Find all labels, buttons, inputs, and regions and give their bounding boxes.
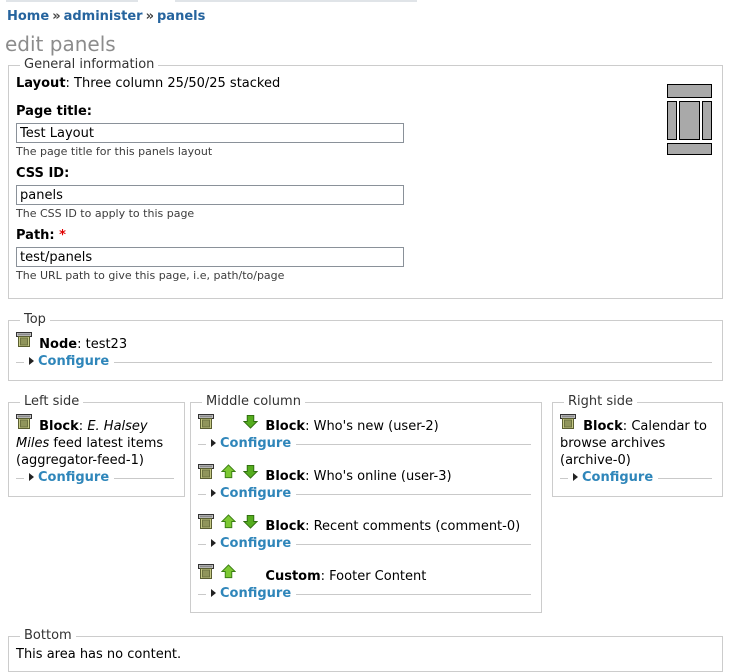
empty-area-text: This area has no content.: [16, 647, 182, 662]
cut-off-text-remnant: [6, 0, 138, 2]
move-up-icon[interactable]: [220, 464, 237, 484]
content-type-label: Custom: [265, 569, 321, 584]
configure-link[interactable]: Configure: [206, 586, 297, 602]
content-title: Calendar to browse archives (archive-0): [560, 419, 707, 468]
middle-column-legend: Middle column: [206, 394, 301, 409]
move-down-icon[interactable]: [243, 514, 259, 534]
css-id-label: CSS ID:: [16, 166, 70, 181]
trash-icon[interactable]: [198, 464, 214, 484]
move-up-icon[interactable]: [220, 564, 237, 584]
configure-collapsed-fieldset: Configure: [16, 354, 714, 370]
collapse-arrow-icon: [211, 439, 216, 447]
move-up-icon[interactable]: [220, 514, 237, 534]
configure-link[interactable]: Configure: [24, 354, 115, 370]
cut-off-text-remnant: [175, 0, 417, 2]
configure-collapsed-fieldset: Configure: [198, 586, 533, 602]
content-type-label: Block: [265, 419, 306, 434]
breadcrumb-link-home[interactable]: Home: [7, 9, 50, 24]
content-item-block: Block: Who's new (user-2) Configure: [198, 414, 533, 452]
collapse-arrow-icon: [29, 357, 34, 365]
content-type-label: Block: [265, 519, 306, 534]
content-type-label: Node: [39, 337, 78, 352]
trash-icon[interactable]: [198, 564, 214, 584]
path-description: The URL path to give this page, i.e, pat…: [16, 269, 285, 282]
trash-icon[interactable]: [198, 414, 214, 434]
left-side-legend: Left side: [24, 394, 80, 409]
content-item-block: Block: E. Halsey Miles feed latest items…: [16, 414, 176, 486]
right-side-legend: Right side: [568, 394, 633, 409]
content-title-emphasis: E. Halsey Miles: [16, 419, 148, 451]
column-areas-row: Left side Block: E. Halsey Miles feed la…: [8, 395, 723, 613]
configure-collapsed-fieldset: Configure: [198, 536, 533, 552]
page-title: edit panels: [5, 32, 116, 56]
page-title-label: Page title:: [16, 104, 92, 119]
collapse-arrow-icon: [211, 589, 216, 597]
trash-icon[interactable]: [560, 414, 576, 434]
breadcrumb-link-administer[interactable]: administer: [63, 9, 143, 24]
breadcrumb: Home» administer» panels: [0, 0, 731, 24]
configure-collapsed-fieldset: Configure: [16, 470, 176, 486]
breadcrumb-link-panels[interactable]: panels: [156, 9, 206, 24]
page-title-description: The page title for this panels layout: [16, 145, 213, 158]
collapse-arrow-icon: [29, 473, 34, 481]
trash-icon[interactable]: [198, 514, 214, 534]
content-title: Footer Content: [329, 569, 427, 584]
content-title: Who's new (user-2): [313, 419, 439, 434]
form-item-page-title: Page title: The page title for this pane…: [16, 104, 714, 158]
configure-link[interactable]: Configure: [206, 486, 297, 502]
content-item-block: Block: Calendar to browse archives (arch…: [560, 414, 714, 486]
collapse-arrow-icon: [211, 489, 216, 497]
form-item-css-id: CSS ID: The CSS ID to apply to this page: [16, 166, 714, 220]
configure-link[interactable]: Configure: [568, 470, 659, 486]
content-title: Recent comments (comment-0): [313, 519, 521, 534]
content-item-block: Block: Recent comments (comment-0) Confi…: [198, 514, 533, 552]
configure-link[interactable]: Configure: [24, 470, 115, 486]
general-information-fieldset: General information Layout: Three column…: [8, 58, 723, 299]
configure-collapsed-fieldset: Configure: [560, 470, 714, 486]
layout-value: Three column 25/50/25 stacked: [74, 76, 281, 91]
collapse-arrow-icon: [573, 473, 578, 481]
top-area-legend: Top: [24, 312, 46, 327]
content-item-custom: Custom: Footer Content Configure: [198, 564, 533, 602]
content-title: Who's online (user-3): [313, 469, 452, 484]
general-information-legend: General information: [24, 57, 155, 72]
middle-column-fieldset: Middle column Block: Who's new (user-2) …: [190, 395, 542, 613]
configure-link[interactable]: Configure: [206, 536, 297, 552]
layout-preview-icon: [666, 83, 713, 160]
bottom-area-legend: Bottom: [24, 628, 72, 643]
move-down-icon[interactable]: [243, 464, 259, 484]
content-title: test23: [85, 337, 128, 352]
content-item-block: Block: Who's online (user-3) Configure: [198, 464, 533, 502]
content-type-label: Block: [39, 419, 79, 434]
configure-collapsed-fieldset: Configure: [198, 486, 533, 502]
css-id-input[interactable]: [16, 185, 404, 205]
form-item-path: Path: * The URL path to give this page, …: [16, 228, 714, 282]
path-label: Path: *: [16, 228, 66, 243]
bottom-area-fieldset: Bottom This area has no content.: [8, 629, 723, 672]
path-input[interactable]: [16, 247, 404, 267]
page-title-input[interactable]: [16, 123, 404, 143]
configure-collapsed-fieldset: Configure: [198, 436, 533, 452]
required-marker: *: [59, 228, 66, 243]
move-down-icon[interactable]: [243, 414, 259, 434]
content-item-node: Node: test23 Configure: [16, 332, 714, 370]
right-side-fieldset: Right side Block: Calendar to browse arc…: [552, 395, 723, 497]
left-side-fieldset: Left side Block: E. Halsey Miles feed la…: [8, 395, 185, 497]
collapse-arrow-icon: [211, 539, 216, 547]
breadcrumb-separator: »: [52, 9, 61, 24]
content-title: feed latest items (aggregator-feed-1): [16, 436, 164, 468]
layout-label: Layout: [16, 76, 66, 91]
layout-summary: Layout: Three column 25/50/25 stacked: [16, 76, 281, 91]
content-type-label: Block: [583, 419, 623, 434]
top-area-fieldset: Top Node: test23 Configure: [8, 313, 723, 381]
trash-icon[interactable]: [16, 332, 32, 352]
trash-icon[interactable]: [16, 414, 32, 434]
content-type-label: Block: [265, 469, 306, 484]
configure-link[interactable]: Configure: [206, 436, 297, 452]
breadcrumb-separator: »: [145, 9, 154, 24]
css-id-description: The CSS ID to apply to this page: [16, 207, 195, 220]
